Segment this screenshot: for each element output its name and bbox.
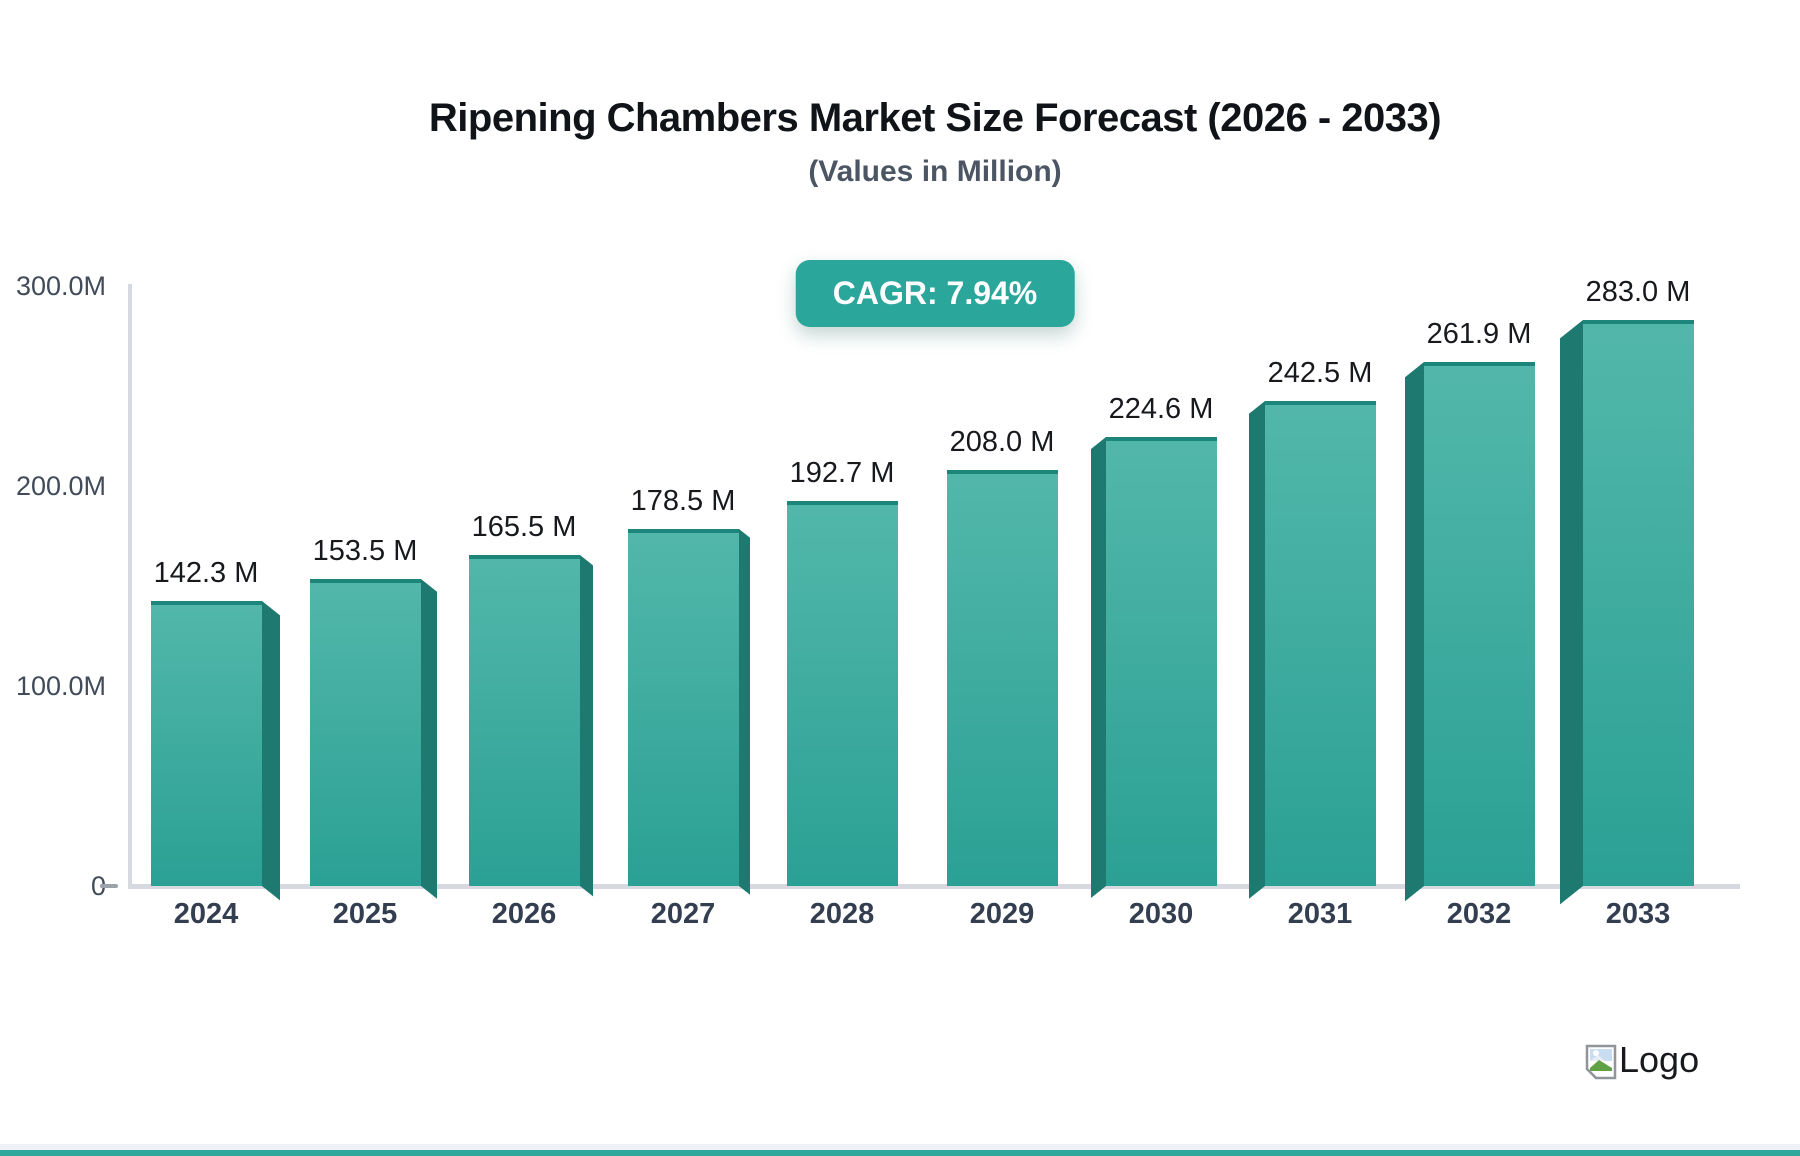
bar-2033 — [1583, 320, 1694, 886]
y-tick-label: 300.0M — [15, 271, 106, 301]
bar-2031 — [1265, 401, 1376, 886]
bar-side-2030 — [1091, 437, 1106, 899]
x-tick-label-2024: 2024 — [173, 898, 239, 930]
x-tick-label-2031: 2031 — [1287, 898, 1353, 930]
bar-2025 — [310, 579, 421, 886]
y-tick-label: 100.0M — [15, 671, 106, 701]
bar-top-edge — [947, 470, 1058, 474]
bar-value-label: 208.0 M — [949, 426, 1055, 458]
footer-band — [0, 1144, 1800, 1150]
x-tick-label-2025: 2025 — [332, 898, 398, 930]
bar-2030 — [1106, 437, 1217, 886]
x-tick-label-2030: 2030 — [1128, 898, 1194, 930]
x-axis-baseline — [128, 884, 1740, 889]
y-tick-label: 200.0M — [15, 471, 106, 501]
bar-value-label: 242.5 M — [1267, 357, 1373, 389]
bar-2032 — [1424, 362, 1535, 886]
x-tick-label-2032: 2032 — [1446, 898, 1512, 930]
bar-side-2024 — [262, 601, 280, 901]
bar-2024 — [151, 601, 262, 886]
bar-top-edge — [1106, 437, 1217, 441]
bar-side-2025 — [421, 579, 437, 899]
x-tick-label-2026: 2026 — [491, 898, 557, 930]
y-tick-mark — [100, 884, 118, 888]
y-tick-label: 0 — [90, 871, 106, 901]
footer-accent-strip — [0, 1150, 1800, 1156]
y-axis-line — [128, 284, 132, 888]
bar-2027 — [628, 529, 739, 886]
x-tick-label-2029: 2029 — [969, 898, 1035, 930]
bar-top-edge — [310, 579, 421, 583]
bar-top-edge — [628, 529, 739, 533]
bar-2026 — [469, 555, 580, 886]
bar-value-label: 192.7 M — [789, 457, 895, 489]
bar-side-2027 — [739, 529, 750, 895]
bar-value-label: 283.0 M — [1585, 276, 1691, 308]
bar-2029 — [947, 470, 1058, 886]
bar-value-label: 261.9 M — [1426, 318, 1532, 350]
chart-subtitle: (Values in Million) — [808, 155, 1062, 188]
bar-value-label: 165.5 M — [471, 511, 577, 543]
bar-top-edge — [469, 555, 580, 559]
chart-header: Ripening Chambers Market Size Forecast (… — [130, 0, 1740, 189]
bar-side-2031 — [1249, 401, 1265, 899]
bar-top-edge — [151, 601, 262, 605]
bar-top-edge — [1424, 362, 1535, 366]
x-tick-label-2033: 2033 — [1605, 898, 1671, 930]
bar-2028 — [787, 501, 898, 886]
logo-alt-text: Logo — [1619, 1039, 1700, 1080]
bar-side-2033 — [1560, 320, 1583, 905]
bar-top-edge — [1265, 401, 1376, 405]
bar-value-label: 142.3 M — [153, 557, 259, 589]
broken-image-icon — [1585, 1044, 1618, 1080]
bar-side-2026 — [580, 555, 593, 897]
cagr-badge: CAGR: 7.94% — [795, 260, 1075, 327]
bar-value-label: 224.6 M — [1108, 393, 1214, 425]
bar-top-edge — [787, 501, 898, 505]
bar-top-edge — [1583, 320, 1694, 324]
bar-side-2032 — [1405, 362, 1424, 902]
x-tick-label-2027: 2027 — [650, 898, 716, 930]
bar-value-label: 153.5 M — [312, 535, 418, 567]
chart-title: Ripening Chambers Market Size Forecast (… — [428, 96, 1442, 140]
x-tick-label-2028: 2028 — [809, 898, 875, 930]
bar-value-label: 178.5 M — [630, 485, 736, 517]
logo: Logo — [1585, 1040, 1699, 1080]
